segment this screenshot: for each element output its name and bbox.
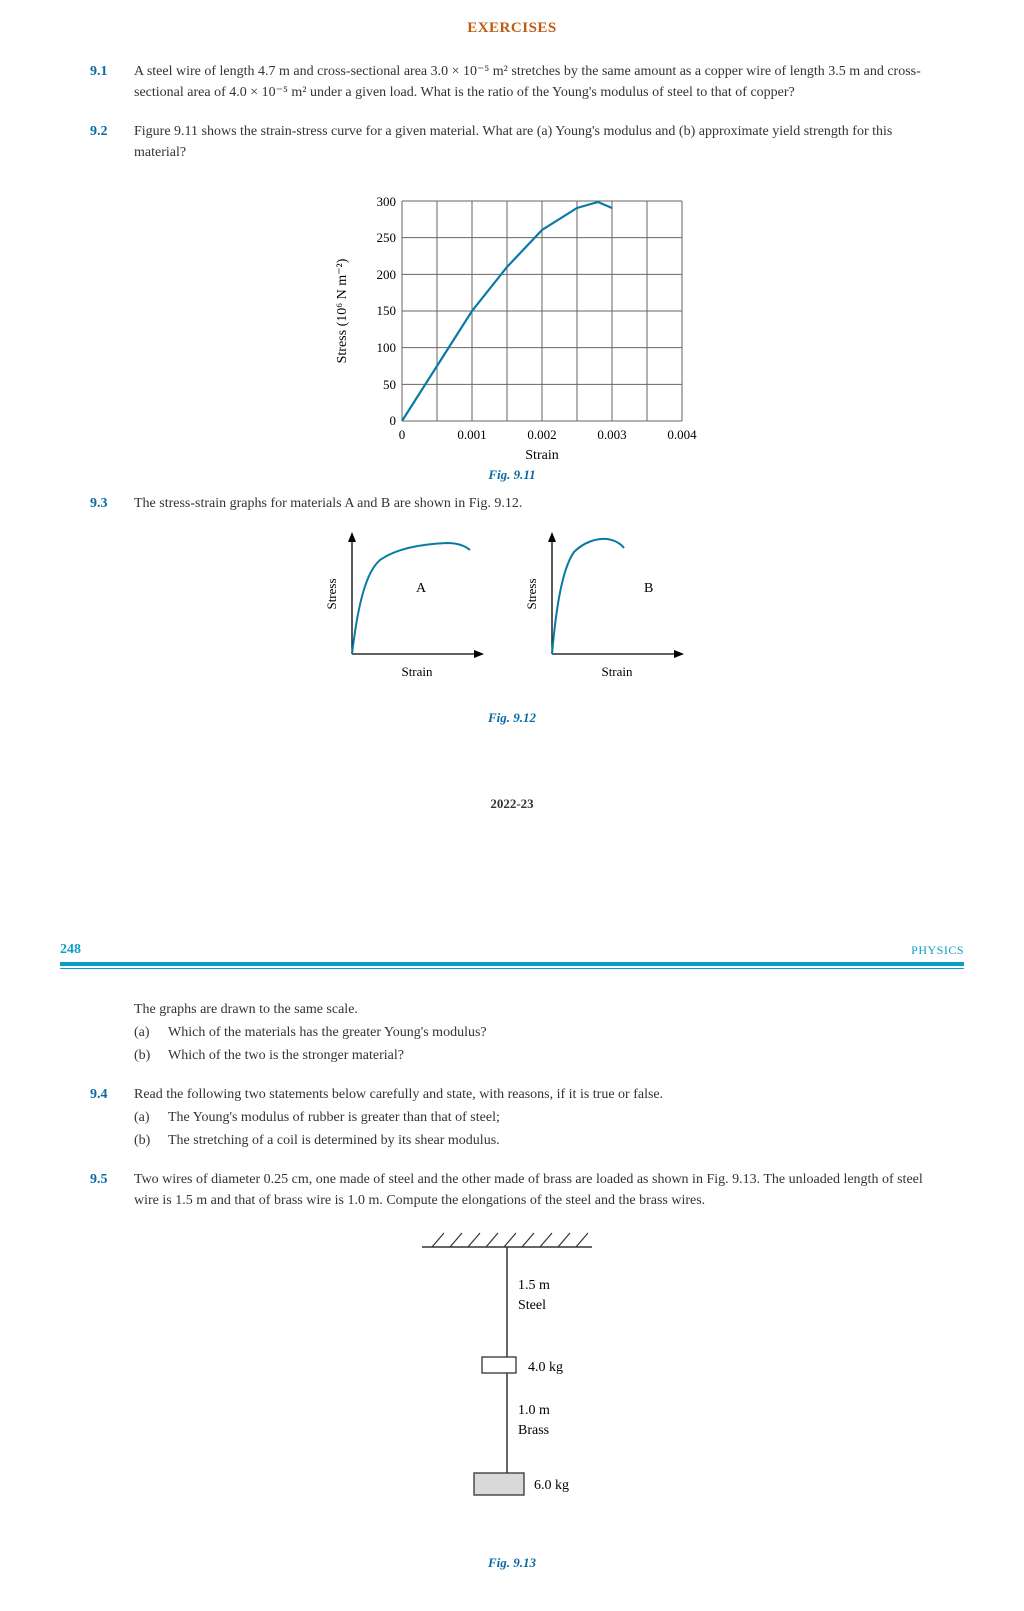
figure-caption: Fig. 9.11 [90, 467, 934, 483]
exercise-number: 9.5 [90, 1169, 134, 1211]
exercise-text: Read the following two statements below … [134, 1084, 934, 1105]
exercise-number: 9.4 [90, 1084, 134, 1151]
mass-1: 4.0 kg [528, 1360, 563, 1375]
exercise-9-1: 9.1 A steel wire of length 4.7 m and cro… [90, 61, 934, 103]
ytick: 50 [383, 377, 396, 392]
xtick: 0.001 [457, 427, 486, 442]
exercise-9-4: 9.4 Read the following two statements be… [90, 1084, 934, 1151]
ytick: 100 [377, 340, 397, 355]
ytick: 200 [377, 267, 397, 282]
xtick: 0.003 [597, 427, 626, 442]
exercise-text: The graphs are drawn to the same scale. [134, 999, 934, 1020]
sub-label: (a) [134, 1107, 168, 1128]
figure-caption: Fig. 9.12 [90, 710, 934, 726]
sub-label: (b) [134, 1045, 168, 1066]
exercise-9-3: 9.3 The stress-strain graphs for materia… [90, 493, 934, 514]
exercises-title: EXERCISES [90, 20, 934, 37]
sub-label: (a) [134, 1022, 168, 1043]
exercise-text: The Young's modulus of rubber is greater… [168, 1107, 500, 1128]
xlabel: Strain [525, 448, 558, 461]
brass-label: Brass [518, 1423, 549, 1438]
exercise-text: A steel wire of length 4.7 m and cross-s… [134, 61, 934, 103]
page-number: 248 [60, 942, 81, 958]
figure-9-11: 0 50 100 150 200 250 300 0 0.001 0.002 0… [90, 181, 934, 461]
exercise-number: 9.1 [90, 61, 134, 103]
exercise-text: Figure 9.11 shows the strain-stress curv… [134, 121, 934, 163]
ytick: 150 [377, 303, 397, 318]
ytick: 250 [377, 230, 397, 245]
xlabel: Strain [401, 664, 433, 679]
exercise-text: Which of the materials has the greater Y… [168, 1022, 487, 1043]
xtick: 0 [399, 427, 406, 442]
sub-label: (b) [134, 1130, 168, 1151]
figure-caption: Fig. 9.13 [90, 1555, 934, 1571]
brass-length: 1.0 m [518, 1403, 550, 1418]
chart-a-label: A [416, 581, 427, 596]
exercise-9-5: 9.5 Two wires of diameter 0.25 cm, one m… [90, 1169, 934, 1211]
exercise-text: The stretching of a coil is determined b… [168, 1130, 500, 1151]
xtick: 0.002 [527, 427, 556, 442]
subject-label: PHYSICS [911, 943, 964, 958]
mass-2: 6.0 kg [534, 1478, 569, 1493]
steel-label: Steel [518, 1298, 546, 1313]
chart-b-label: B [644, 581, 653, 596]
figure-9-12: A Stress Strain B Stress Strain [90, 524, 934, 704]
exercise-number: 9.3 [90, 493, 134, 514]
exercise-9-3-cont: The graphs are drawn to the same scale. … [90, 999, 934, 1066]
ylabel: Stress [324, 578, 339, 609]
xlabel: Strain [601, 664, 633, 679]
exercise-text: Two wires of diameter 0.25 cm, one made … [134, 1169, 934, 1211]
page-footer: 248 PHYSICS [0, 942, 1024, 958]
exercise-number: 9.2 [90, 121, 134, 163]
year-label: 2022-23 [90, 796, 934, 812]
exercise-text: The stress-strain graphs for materials A… [134, 493, 934, 514]
ylabel: Stress [524, 578, 539, 609]
ylabel: Stress (10⁶ N m⁻²) [335, 258, 350, 363]
exercise-9-2: 9.2 Figure 9.11 shows the strain-stress … [90, 121, 934, 163]
ytick: 300 [377, 194, 397, 209]
figure-9-13: 1.5 m Steel 4.0 kg 1.0 m Brass 6.0 kg [90, 1229, 934, 1549]
divider-thick [60, 962, 964, 966]
ytick: 0 [390, 413, 397, 428]
exercise-text: Which of the two is the stronger materia… [168, 1045, 404, 1066]
xtick: 0.004 [667, 427, 697, 442]
exercise-number [90, 999, 134, 1066]
steel-length: 1.5 m [518, 1278, 550, 1293]
